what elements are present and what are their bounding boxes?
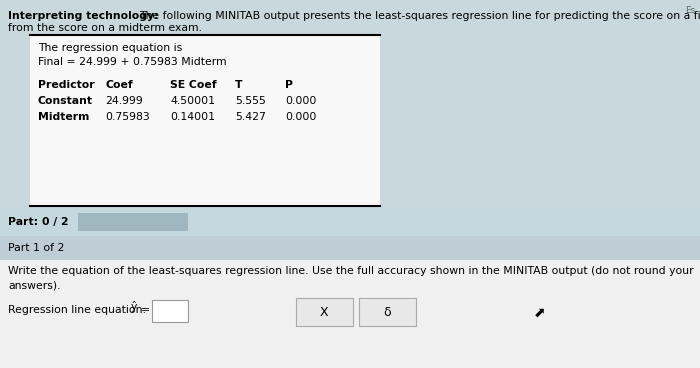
Text: 4.50001: 4.50001 — [170, 96, 215, 106]
Text: Coef: Coef — [105, 80, 133, 90]
Text: Midterm: Midterm — [38, 112, 90, 122]
Bar — [0, 236, 700, 260]
Text: The following MINITAB output presents the least-squares regression line for pred: The following MINITAB output presents th… — [139, 11, 700, 21]
Bar — [0, 208, 700, 236]
Text: SE Coef: SE Coef — [170, 80, 216, 90]
Text: The regression equation is: The regression equation is — [38, 43, 182, 53]
Text: δ: δ — [383, 305, 391, 318]
Bar — [0, 260, 700, 368]
Text: Interpreting technology:: Interpreting technology: — [8, 11, 159, 21]
Text: Write the equation of the least-squares regression line. Use the full accuracy s: Write the equation of the least-squares … — [8, 266, 694, 276]
Text: 0 / 2: 0 / 2 — [42, 217, 69, 227]
Text: answers).: answers). — [8, 280, 60, 290]
Bar — [152, 300, 188, 322]
Text: P: P — [285, 80, 293, 90]
Bar — [30, 35, 380, 206]
Text: Final = 24.999 + 0.75983 Midterm: Final = 24.999 + 0.75983 Midterm — [38, 57, 227, 67]
Text: Predictor: Predictor — [38, 80, 94, 90]
Text: X: X — [320, 305, 328, 318]
Text: ⬈: ⬈ — [534, 306, 546, 320]
FancyBboxPatch shape — [359, 298, 416, 326]
Text: 5.555: 5.555 — [235, 96, 266, 106]
Text: Regression line equation:: Regression line equation: — [8, 305, 150, 315]
Bar — [78, 213, 188, 231]
Text: Constant: Constant — [38, 96, 93, 106]
Text: =: = — [141, 305, 150, 315]
Text: from the score on a midterm exam.: from the score on a midterm exam. — [8, 23, 202, 33]
Text: 5.427: 5.427 — [235, 112, 266, 122]
Text: Part:: Part: — [8, 217, 42, 227]
Text: ŷ: ŷ — [131, 301, 137, 311]
Text: 0.000: 0.000 — [285, 96, 316, 106]
FancyBboxPatch shape — [296, 298, 353, 326]
Text: 0.14001: 0.14001 — [170, 112, 215, 122]
Text: 0.000: 0.000 — [285, 112, 316, 122]
Text: Part 1 of 2: Part 1 of 2 — [8, 243, 64, 253]
Text: 0.75983: 0.75983 — [105, 112, 150, 122]
Text: Es: Es — [685, 6, 695, 15]
Text: 24.999: 24.999 — [105, 96, 143, 106]
Text: T: T — [235, 80, 242, 90]
